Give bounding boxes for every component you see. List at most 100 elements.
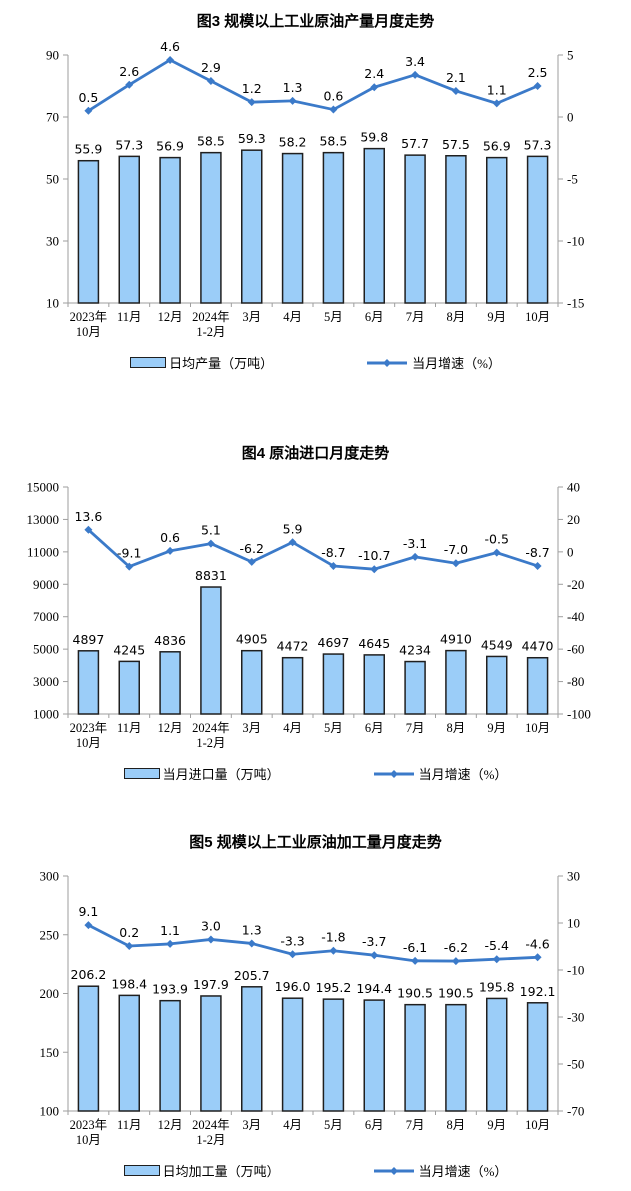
bar [486, 997, 508, 1112]
left-axis-tick-label: 11000 [27, 544, 59, 559]
legend-label-line: 当月增速（%） [418, 1164, 508, 1179]
line-marker [451, 86, 460, 95]
line-marker [411, 70, 420, 79]
x-category-label: 4月 [283, 721, 302, 735]
line-series-swatch [367, 358, 408, 367]
bar [322, 998, 345, 1112]
figure-5-plot: 300 250 200 150 100 30 10 -10 -30 -50 -70 206.2 198.… [40, 869, 585, 1148]
x-category-label: 8月 [447, 721, 466, 735]
bar-value-label: 4472 [277, 639, 309, 654]
bar-value-label: 58.2 [279, 135, 307, 150]
bar [118, 660, 140, 715]
left-axis-tick-label: 7000 [33, 609, 59, 624]
right-axis-tick-label: -10 [567, 963, 584, 978]
bar [77, 985, 100, 1112]
line-value-label: 1.2 [242, 81, 262, 96]
right-axis-tick-label: 10 [567, 916, 580, 931]
left-axis-tick-label: 13000 [27, 512, 60, 527]
figure-5: 图5 规模以上工业原油加工量月度走势 300 250 200 150 100 30 10 -1… [0, 831, 631, 1180]
legend-label-line: 当月增速（%） [412, 356, 501, 371]
line-value-label: 0.2 [119, 925, 139, 940]
line-marker [206, 539, 215, 548]
line-marker [329, 561, 338, 570]
left-axis-tick-label: 100 [40, 1104, 60, 1119]
line-value-label: 1.3 [283, 80, 303, 95]
x-category-label: 11月 [117, 721, 142, 735]
right-axis-tick-label: -20 [567, 577, 584, 592]
bar [445, 649, 467, 715]
x-category-label: 10月 [76, 736, 101, 750]
figure-4-legend: 当月进口量（万吨） 当月增速（%） [0, 764, 631, 783]
line-marker [84, 106, 93, 115]
legend-item-line: 当月增速（%） [372, 1161, 508, 1180]
right-axis-tick-label: -50 [567, 1057, 584, 1072]
bar-value-label: 197.9 [193, 977, 229, 992]
line-marker [492, 955, 501, 964]
x-category-label: 12月 [158, 1118, 183, 1132]
right-axis-tick-label: 0 [567, 110, 574, 125]
legend-label-bar: 当月进口量（万吨） [162, 767, 280, 782]
bar [404, 660, 426, 715]
bar-value-label: 58.5 [319, 134, 347, 149]
line-value-label: 1.1 [160, 923, 180, 938]
legend-label-bar: 日均加工量（万吨） [162, 1164, 280, 1179]
line-marker [370, 951, 379, 960]
x-category-label: 11月 [117, 310, 142, 324]
line-marker [533, 561, 542, 570]
line-value-label: -8.7 [525, 545, 549, 560]
line-marker [329, 946, 338, 955]
line-value-label: 3.0 [201, 918, 221, 933]
line-value-label: 4.6 [160, 41, 180, 54]
bar-value-label: 59.3 [238, 131, 266, 146]
x-category-label: 7月 [406, 721, 425, 735]
x-category-label: 1-2月 [196, 736, 225, 750]
line-marker [125, 562, 134, 571]
x-category-label: 1-2月 [196, 1133, 225, 1147]
left-axis-tick-label: 150 [40, 1045, 60, 1060]
x-category-label: 6月 [365, 310, 384, 324]
line-value-label: -0.5 [485, 532, 509, 547]
line-marker [288, 950, 297, 959]
bar [322, 151, 345, 304]
bar-value-label: 190.5 [397, 986, 433, 1001]
left-axis-tick-label: 3000 [33, 674, 59, 689]
x-category-label: 7月 [406, 1118, 425, 1132]
x-category-label: 9月 [487, 310, 506, 324]
line-marker [166, 55, 175, 64]
bar [526, 1002, 549, 1112]
right-axis-tick-label: -15 [567, 296, 584, 311]
line-value-label: 2.4 [364, 66, 384, 81]
line-series-swatch [373, 769, 414, 778]
figure-4: 图4 原油进口月度走势 15000 13000 11000 9000 7000 5000 3… [0, 442, 631, 783]
bar-value-label: 55.9 [74, 142, 102, 157]
bar-value-label: 4905 [236, 632, 268, 647]
legend-item-bar: 日均产量（万吨） [130, 353, 273, 372]
bar-value-label: 4897 [73, 632, 105, 647]
x-category-label: 4月 [283, 1118, 302, 1132]
x-category-label: 10月 [525, 1118, 550, 1132]
right-axis-tick-label: 20 [567, 512, 580, 527]
bar-value-label: 57.7 [401, 136, 429, 151]
trend-line [87, 528, 539, 571]
bar [526, 656, 549, 715]
bar-value-label: 4234 [399, 643, 431, 658]
right-axis-tick-label: -70 [567, 1104, 584, 1119]
line-value-label: -10.7 [358, 548, 390, 563]
bar [159, 651, 181, 715]
right-axis-tick-label: -40 [567, 609, 584, 624]
bar [281, 656, 304, 715]
line-marker [84, 921, 93, 930]
line-marker [451, 559, 460, 568]
bar [159, 156, 181, 304]
x-category-label: 2024年 [192, 1118, 230, 1132]
bar [486, 156, 508, 304]
line-value-label: -8.7 [321, 545, 345, 560]
x-category-label: 12月 [158, 721, 183, 735]
bar-value-label: 196.0 [275, 979, 311, 994]
bar-value-label: 195.2 [316, 980, 352, 995]
left-axis-tick-label: 200 [40, 986, 60, 1001]
line-series-swatch [373, 1166, 414, 1175]
x-category-label: 11月 [117, 1118, 142, 1132]
line-value-label: -3.7 [362, 934, 386, 949]
bar-value-label: 195.8 [479, 979, 515, 994]
